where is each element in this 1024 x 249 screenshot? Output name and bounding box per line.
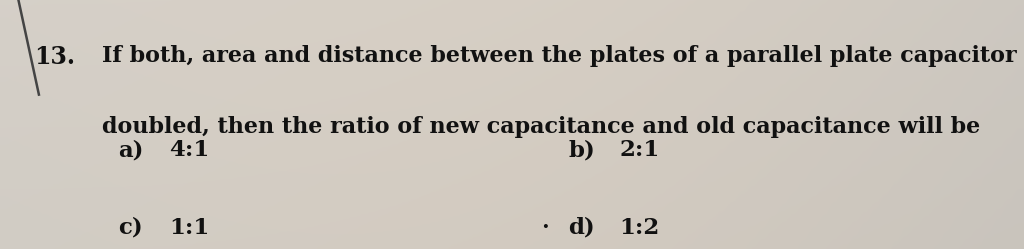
Text: 1:2: 1:2 (620, 217, 659, 239)
Text: d): d) (568, 217, 595, 239)
Text: 1:1: 1:1 (169, 217, 209, 239)
Text: 2:1: 2:1 (620, 139, 659, 161)
Text: If both, area and distance between the plates of a parallel plate capacitor is: If both, area and distance between the p… (102, 45, 1024, 67)
Text: c): c) (118, 217, 142, 239)
Text: doubled, then the ratio of new capacitance and old capacitance will be: doubled, then the ratio of new capacitan… (102, 116, 981, 138)
Text: 4:1: 4:1 (169, 139, 209, 161)
Text: 13.: 13. (34, 45, 75, 69)
Text: a): a) (118, 139, 143, 161)
Text: ·: · (540, 213, 550, 244)
Text: b): b) (568, 139, 595, 161)
